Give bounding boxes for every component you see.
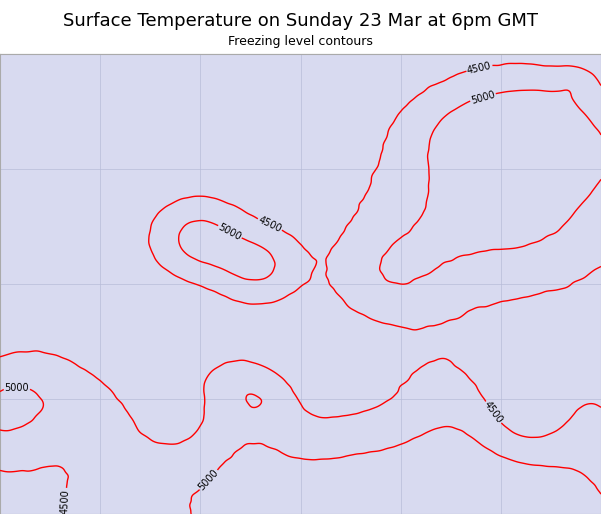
Text: 4500: 4500 xyxy=(466,60,492,76)
Text: Freezing level contours: Freezing level contours xyxy=(228,35,373,48)
Text: 4500: 4500 xyxy=(482,400,504,426)
Text: 4500: 4500 xyxy=(257,215,283,234)
Text: 5000: 5000 xyxy=(470,89,496,105)
Text: 5000: 5000 xyxy=(197,467,221,492)
Text: 5000: 5000 xyxy=(5,383,29,393)
Text: 4500: 4500 xyxy=(60,488,71,513)
Text: 5000: 5000 xyxy=(217,222,243,242)
Text: Surface Temperature on Sunday 23 Mar at 6pm GMT: Surface Temperature on Sunday 23 Mar at … xyxy=(63,12,538,30)
